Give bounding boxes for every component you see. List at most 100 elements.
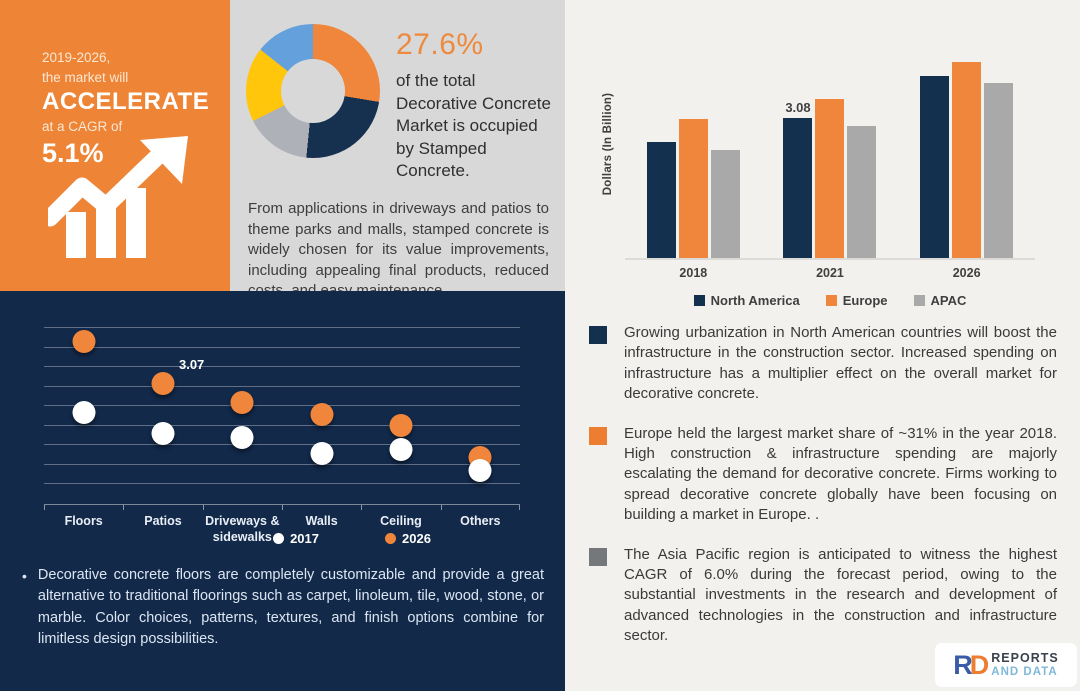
dot-column: 3.07 (123, 326, 205, 504)
growth-arrow-bars-icon (41, 136, 198, 263)
reports-and-data-logo: RD REPORTS AND DATA (935, 643, 1077, 687)
dot-value-label: 3.07 (178, 356, 205, 372)
bar-value-label: 3.08 (785, 100, 811, 116)
data-point-2017 (151, 422, 175, 446)
top-row: 2019-2026, the market will ACCELERATE at… (0, 0, 565, 299)
right-column: Dollars (In Billion) 3.08 2018 2021 2026 N… (565, 0, 1080, 691)
gray-square-icon (589, 547, 607, 566)
rd-logo-icon: RD (953, 649, 989, 680)
gridline (44, 366, 520, 368)
bar-chart-legend: North America Europe APAC (605, 293, 1055, 308)
gridline (44, 463, 520, 465)
logo-line-1: REPORTS (991, 651, 1059, 666)
data-point-2026 (72, 330, 96, 354)
gridline (44, 444, 520, 446)
dot-column (441, 326, 520, 504)
applications-panel: 3.07 Floors Patios Driveways & sidewalks Wa… (0, 291, 565, 691)
promo-line-2: the market will (42, 69, 129, 85)
navy-square-icon (589, 326, 607, 344)
bar-axis-category-label: 2021 (816, 266, 844, 280)
bar-chart: 3.08 (625, 48, 1035, 260)
europe-bullet: Europe held the largest market share of … (589, 424, 1057, 526)
stamped-paragraph: From applications in driveways and patio… (248, 200, 549, 299)
legend-label: APAC (930, 293, 967, 308)
gridline (44, 405, 520, 407)
dot-axis-category-label: Ceiling (361, 505, 440, 545)
promo-accelerate: ACCELERATE (42, 88, 210, 116)
apac-bullet-text: The Asia Pacific region is anticipated t… (624, 545, 1057, 645)
bar-group (646, 48, 740, 258)
logo-r: R (953, 649, 972, 680)
bullet-dot-icon: • (22, 568, 27, 584)
data-point-2017 (230, 426, 254, 449)
stamped-concrete-panel: 27.6% of the total Decorative Concrete M… (230, 0, 565, 299)
data-point-2026 (230, 390, 254, 414)
legend-label: North America (710, 293, 800, 308)
logo-line-2: AND DATA (991, 665, 1058, 678)
gridline (44, 326, 520, 328)
stamped-description: of the total Decorative Concrete Market … (396, 71, 551, 181)
apac-bullet: The Asia Pacific region is anticipated t… (589, 545, 1057, 647)
donut-chart (246, 24, 380, 158)
donut-row: 27.6% of the total Decorative Concrete M… (242, 16, 553, 183)
data-point-2017 (72, 400, 96, 424)
gridline (44, 483, 520, 485)
legend-item: 2017 (273, 531, 319, 546)
gridline (44, 346, 520, 348)
bar (847, 126, 877, 258)
bar (646, 142, 676, 258)
dot-plot-category-axis: Floors Patios Driveways & sidewalks Walls Ce… (44, 504, 521, 545)
logo-text: REPORTS AND DATA (991, 651, 1059, 678)
dot-plot: 3.07 (44, 326, 520, 504)
bar (710, 150, 740, 258)
dot-axis-category-label: Others (440, 505, 521, 545)
legend-swatch-icon (913, 295, 925, 306)
dot-column (361, 326, 440, 504)
donut-hole (281, 59, 345, 123)
europe-bullet-text: Europe held the largest market share of … (624, 424, 1057, 524)
region-bullets: Growing urbanization in North American c… (589, 323, 1057, 665)
data-point-2026 (310, 402, 334, 426)
bar-chart-y-axis-label: Dollars (In Billion) (602, 92, 614, 196)
bar (678, 119, 708, 258)
cagr-promo-text: 2019-2026, the market will ACCELERATE at… (0, 0, 230, 169)
stamped-stat: 27.6% of the total Decorative Concrete M… (388, 28, 556, 183)
data-point-2026 (151, 372, 175, 396)
bar-group (920, 48, 1014, 258)
dot-axis-category-label: Patios (123, 505, 202, 545)
promo-line-3: at a CAGR of (42, 119, 123, 135)
dot-axis-category-label: Driveways & sidewalks (202, 505, 282, 545)
legend-dot-icon (273, 533, 285, 544)
legend-swatch-icon (825, 295, 837, 306)
dot-axis-category-label: Floors (44, 505, 123, 545)
legend-item: North America (693, 293, 800, 308)
left-column: 2019-2026, the market will ACCELERATE at… (0, 0, 565, 691)
dot-columns: 3.07 (44, 326, 520, 504)
stamped-percentage: 27.6% (396, 28, 484, 61)
orange-square-icon (589, 426, 607, 445)
bar-group: 3.08 (783, 48, 877, 258)
legend-label: Europe (842, 293, 888, 308)
dot-axis-category-label: Walls (281, 505, 361, 545)
data-point-2017 (389, 437, 413, 461)
bar-chart-x-axis: 2018 2021 2026 (625, 266, 1035, 280)
legend-item: Europe (825, 293, 888, 308)
north-america-bullet-text: Growing urbanization in North American c… (624, 324, 1057, 403)
legend-swatch-icon (693, 295, 705, 306)
bar (920, 76, 950, 258)
logo-d: D (969, 649, 989, 680)
promo-line-1: 2019-2026, (42, 50, 111, 65)
floors-bullet: • Decorative concrete floors are complet… (22, 565, 544, 650)
data-point-2017 (468, 459, 492, 483)
legend-item: 2026 (385, 531, 431, 546)
dot-plot-legend: 2017 2026 (114, 531, 590, 546)
legend-label: 2017 (290, 531, 319, 546)
bar (952, 61, 982, 258)
dot-column (203, 326, 282, 504)
legend-dot-icon (385, 533, 396, 544)
dot-column (282, 326, 361, 504)
data-point-2017 (310, 441, 334, 465)
bar (815, 98, 845, 258)
gridline (44, 385, 520, 387)
